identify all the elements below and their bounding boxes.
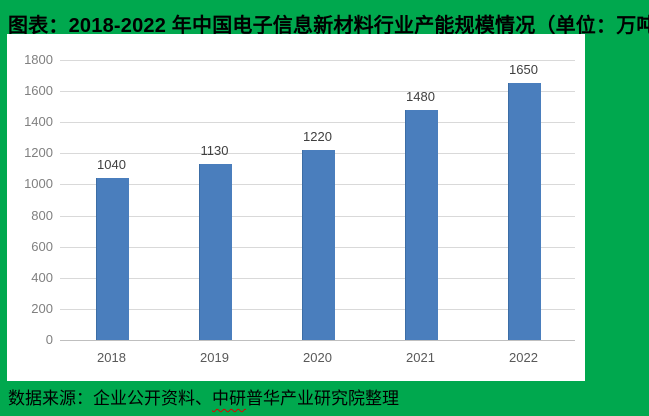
y-axis-tick-label: 1600 (24, 83, 53, 99)
data-source-flagged-word: 中研 (212, 389, 246, 408)
x-axis-tick-label: 2018 (97, 350, 126, 365)
y-axis-tick-label: 1400 (24, 114, 53, 130)
y-axis-tick-label: 200 (31, 300, 53, 316)
bar-value-label: 1220 (303, 129, 332, 145)
chart-title: 图表：2018-2022 年中国电子信息新材料行业产能规模情况（单位：万吨） (8, 15, 649, 37)
gridline (60, 122, 575, 124)
bar-value-label: 1040 (97, 157, 126, 173)
y-axis-tick-label: 400 (31, 269, 53, 285)
x-axis-tick-label: 2021 (406, 350, 435, 365)
gridline (60, 60, 575, 61)
data-source-suffix: 普华产业研究院整理 (246, 389, 399, 408)
gridline (60, 91, 575, 93)
bar-value-label: 1130 (200, 143, 229, 159)
y-axis-tick-label: 0 (45, 332, 53, 347)
x-axis-tick-label: 2022 (509, 350, 538, 365)
x-axis-line (60, 340, 575, 341)
y-axis-tick-label: 1000 (24, 176, 53, 192)
bar-2020 (301, 150, 335, 340)
data-source-note: 数据来源：企业公开资料、中研普华产业研究院整理 (8, 384, 638, 409)
x-axis-tick-label: 2020 (303, 350, 332, 365)
y-axis-tick-label: 1800 (24, 52, 53, 67)
x-axis-tick-label: 2019 (200, 350, 229, 365)
y-axis-tick-label: 800 (31, 207, 53, 223)
y-axis-tick-label: 600 (31, 238, 53, 254)
bar-2022 (507, 83, 541, 340)
bar-value-label: 1650 (509, 62, 538, 78)
bar-2018 (95, 178, 129, 340)
y-axis-tick-label: 1200 (24, 145, 53, 161)
data-source-prefix: 数据来源：企业公开资料、 (8, 389, 212, 408)
bar-chart: 0 200 400 600 800 1000 1200 1400 1600 1800 1040 201… (7, 34, 585, 381)
bar-2021 (404, 109, 438, 340)
bar-value-label: 1480 (406, 88, 435, 104)
bar-2019 (198, 164, 232, 340)
